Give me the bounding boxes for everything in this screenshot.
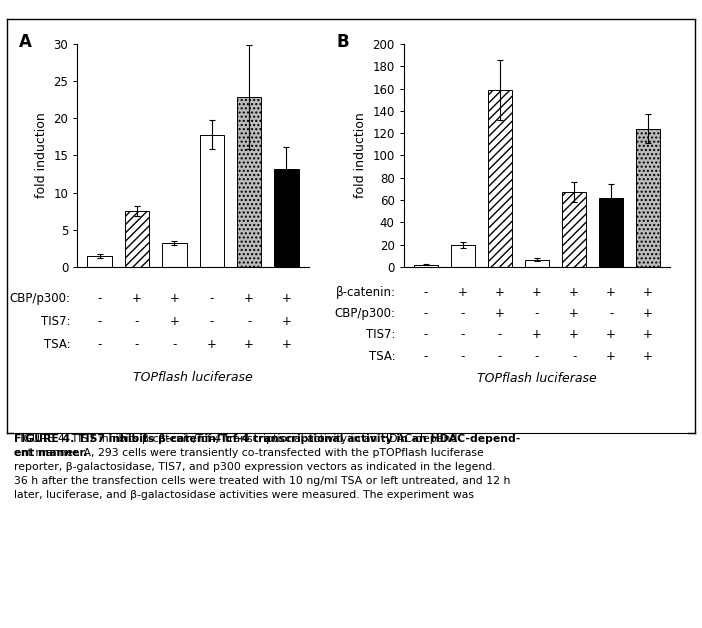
Text: -: - bbox=[572, 350, 576, 362]
Text: +: + bbox=[458, 286, 468, 299]
Bar bbox=[199, 134, 224, 267]
Text: +: + bbox=[282, 338, 291, 352]
Bar bbox=[88, 256, 112, 267]
Text: -: - bbox=[461, 350, 465, 362]
Text: -: - bbox=[135, 338, 139, 352]
Text: +: + bbox=[169, 291, 179, 305]
Text: +: + bbox=[207, 338, 217, 352]
Text: -: - bbox=[424, 286, 428, 299]
Y-axis label: fold induction: fold induction bbox=[354, 112, 366, 198]
Y-axis label: fold induction: fold induction bbox=[35, 112, 48, 198]
Text: ent manner.: ent manner. bbox=[14, 434, 88, 458]
Text: +: + bbox=[569, 307, 579, 320]
Text: +: + bbox=[607, 286, 616, 299]
Text: -: - bbox=[98, 338, 102, 352]
Text: β-catenin:: β-catenin: bbox=[336, 286, 396, 299]
Text: -: - bbox=[609, 307, 614, 320]
Text: +: + bbox=[282, 291, 291, 305]
Text: +: + bbox=[643, 350, 653, 362]
Text: +: + bbox=[643, 286, 653, 299]
Text: +: + bbox=[495, 307, 505, 320]
Text: -: - bbox=[135, 315, 139, 328]
Text: TOPflash luciferase: TOPflash luciferase bbox=[477, 372, 597, 385]
Text: -: - bbox=[424, 350, 428, 362]
Bar bbox=[488, 90, 512, 267]
Bar bbox=[525, 259, 549, 267]
Bar bbox=[125, 211, 149, 267]
Text: +: + bbox=[495, 286, 505, 299]
Text: CBP/p300:: CBP/p300: bbox=[9, 291, 70, 305]
Bar bbox=[451, 245, 475, 267]
Text: +: + bbox=[244, 291, 254, 305]
Text: +: + bbox=[643, 307, 653, 320]
Text: +: + bbox=[169, 315, 179, 328]
Bar bbox=[237, 97, 261, 267]
Bar bbox=[414, 264, 438, 267]
Text: TIS7:: TIS7: bbox=[41, 315, 70, 328]
Bar bbox=[599, 198, 623, 267]
Text: -: - bbox=[424, 328, 428, 342]
Text: -: - bbox=[209, 291, 214, 305]
Text: TOPflash luciferase: TOPflash luciferase bbox=[133, 371, 253, 384]
Text: +: + bbox=[607, 350, 616, 362]
Bar bbox=[162, 243, 187, 267]
Bar bbox=[562, 192, 586, 267]
Text: +: + bbox=[282, 315, 291, 328]
Text: -: - bbox=[172, 338, 177, 352]
Text: A: A bbox=[20, 33, 32, 51]
Text: -: - bbox=[98, 291, 102, 305]
Bar bbox=[274, 169, 298, 267]
Text: +: + bbox=[569, 286, 579, 299]
Text: +: + bbox=[132, 291, 142, 305]
Text: B: B bbox=[337, 33, 350, 51]
Text: +: + bbox=[532, 286, 542, 299]
Text: -: - bbox=[498, 328, 502, 342]
Text: +: + bbox=[244, 338, 254, 352]
Text: -: - bbox=[424, 307, 428, 320]
Text: FIGURE 4. TIS7 inhibits β-catenin/Tcf-4 transcriptional activity in an HDAC-depe: FIGURE 4. TIS7 inhibits β-catenin/Tcf-4 … bbox=[14, 434, 510, 500]
Text: TSA:: TSA: bbox=[369, 350, 396, 362]
Text: +: + bbox=[643, 328, 653, 342]
Text: +: + bbox=[532, 328, 542, 342]
Text: -: - bbox=[498, 350, 502, 362]
Text: TIS7:: TIS7: bbox=[366, 328, 396, 342]
Text: -: - bbox=[535, 350, 539, 362]
Text: -: - bbox=[461, 307, 465, 320]
Text: -: - bbox=[461, 328, 465, 342]
Text: +: + bbox=[607, 328, 616, 342]
Text: -: - bbox=[247, 315, 251, 328]
Text: TSA:: TSA: bbox=[44, 338, 70, 352]
Bar bbox=[636, 129, 660, 267]
Text: CBP/p300:: CBP/p300: bbox=[335, 307, 396, 320]
Text: +: + bbox=[569, 328, 579, 342]
Text: FIGURE 4. TIS7 inhibits β-catenin/Tcf-4 transcriptional activity in an HDAC-depe: FIGURE 4. TIS7 inhibits β-catenin/Tcf-4 … bbox=[14, 434, 520, 444]
Text: -: - bbox=[209, 315, 214, 328]
Text: -: - bbox=[98, 315, 102, 328]
Text: -: - bbox=[535, 307, 539, 320]
